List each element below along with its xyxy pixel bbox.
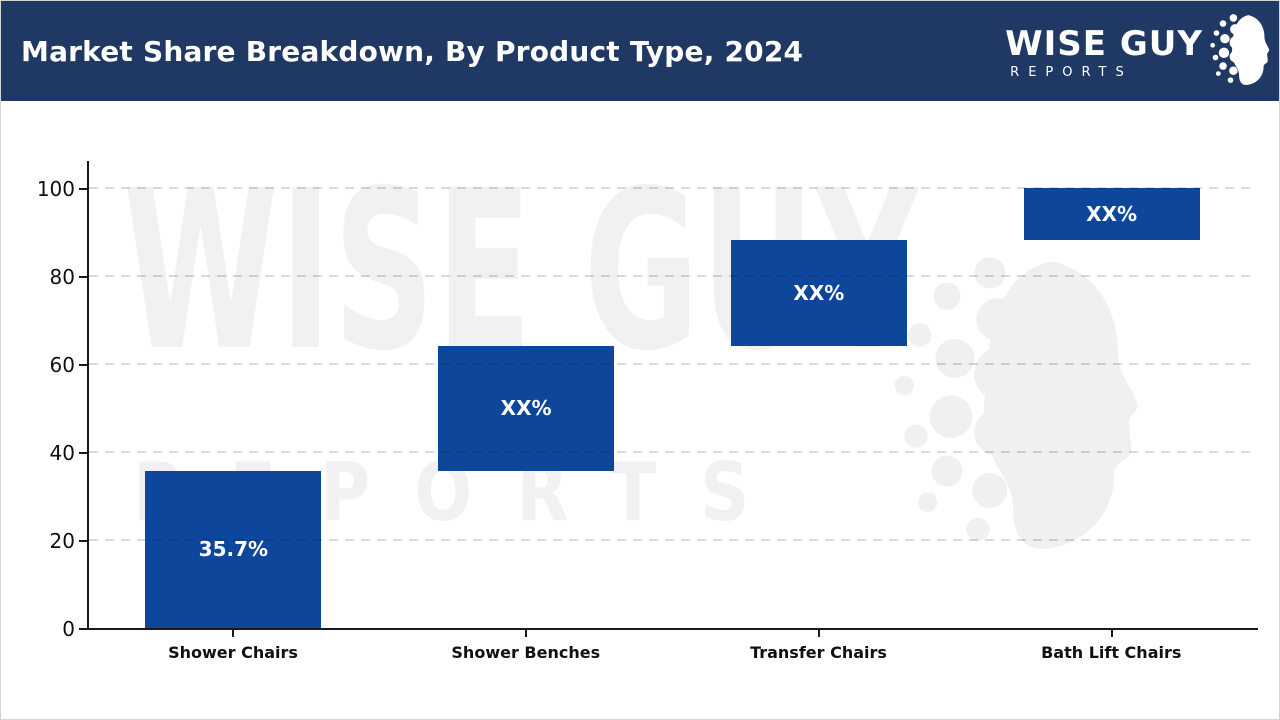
bar-value-label-0: 35.7% — [198, 537, 269, 562]
bar-value-label-1: XX% — [500, 396, 552, 421]
y-tick-label-80: 80 — [49, 265, 75, 289]
chart-area: WISE GUY REPORTS 0 20 40 60 80 100 Shower Chai… — [1, 101, 1279, 719]
y-tick-label-20: 20 — [49, 529, 75, 553]
y-tick-20 — [79, 540, 87, 542]
y-tick-40 — [79, 452, 87, 454]
brand-name: WISE GUY — [1005, 23, 1203, 64]
y-tick-label-0: 0 — [62, 617, 75, 641]
page-title: Market Share Breakdown, By Product Type,… — [21, 34, 804, 68]
x-tick-1 — [525, 630, 528, 637]
brand-subtitle: REPORTS — [1010, 64, 1133, 80]
y-tick-60 — [79, 364, 87, 366]
y-tick-100 — [79, 188, 87, 190]
bar-shower-benches — [438, 345, 615, 471]
header-bar: Market Share Breakdown, By Product Type,… — [1, 1, 1279, 101]
x-tick-0 — [232, 630, 235, 637]
y-tick-label-60: 60 — [49, 353, 75, 377]
brand-logo: WISE GUY REPORTS — [1005, 8, 1273, 92]
bar-bath-lift-chairs — [1023, 188, 1200, 240]
category-label-2: Transfer Chairs — [750, 643, 887, 662]
category-label-3: Bath Lift Chairs — [1041, 643, 1182, 662]
gridline-60 — [89, 363, 1256, 365]
category-label-0: Shower Chairs — [168, 643, 298, 662]
bar-shower-chairs — [145, 470, 322, 628]
head-profile-icon — [1207, 8, 1273, 92]
x-axis-line — [87, 628, 1258, 630]
y-tick-0 — [79, 628, 87, 630]
bar-value-label-2: XX% — [793, 280, 845, 305]
y-axis-line — [87, 161, 89, 630]
bar-transfer-chairs — [730, 239, 907, 346]
y-tick-80 — [79, 276, 87, 278]
x-tick-3 — [1110, 630, 1113, 637]
category-label-1: Shower Benches — [451, 643, 601, 662]
gridline-20 — [89, 539, 1256, 541]
bar-value-label-3: XX% — [1086, 201, 1138, 226]
gridline-100 — [89, 187, 1256, 189]
plot-area: 0 20 40 60 80 100 Shower Chairs Shower Benches T… — [37, 161, 1258, 662]
y-tick-label-100: 100 — [36, 177, 75, 201]
x-tick-2 — [817, 630, 820, 637]
brand-text: WISE GUY REPORTS — [1005, 27, 1203, 80]
gridline-40 — [89, 451, 1256, 453]
gridline-80 — [89, 275, 1256, 277]
y-tick-label-40: 40 — [49, 441, 75, 465]
